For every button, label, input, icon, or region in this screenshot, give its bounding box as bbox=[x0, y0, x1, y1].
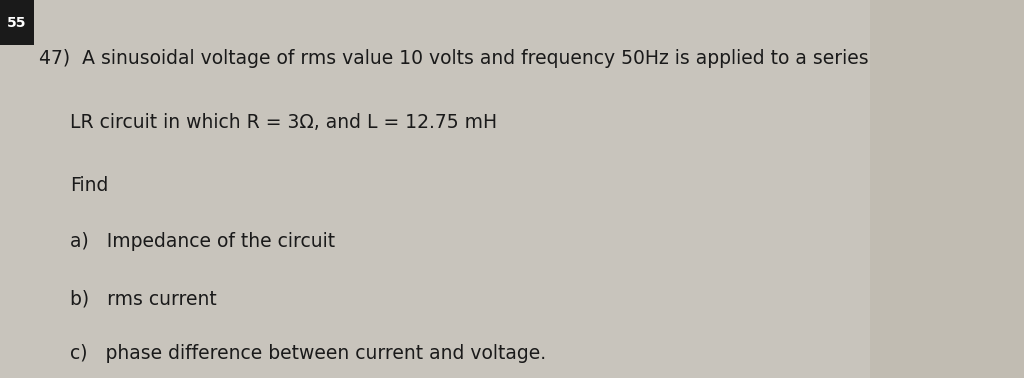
Bar bbox=[870, 0, 1024, 378]
FancyBboxPatch shape bbox=[0, 0, 34, 45]
Text: Find: Find bbox=[70, 176, 108, 195]
Text: LR circuit in which R = 3Ω, and L = 12.75 mH: LR circuit in which R = 3Ω, and L = 12.7… bbox=[70, 113, 497, 132]
Text: c)   phase difference between current and voltage.: c) phase difference between current and … bbox=[70, 344, 546, 363]
Text: a)   Impedance of the circuit: a) Impedance of the circuit bbox=[70, 232, 335, 251]
Text: b)   rms current: b) rms current bbox=[70, 289, 216, 308]
Text: 47)  A sinusoidal voltage of rms value 10 volts and frequency 50Hz is applied to: 47) A sinusoidal voltage of rms value 10… bbox=[39, 49, 868, 68]
Text: 55: 55 bbox=[7, 15, 27, 30]
